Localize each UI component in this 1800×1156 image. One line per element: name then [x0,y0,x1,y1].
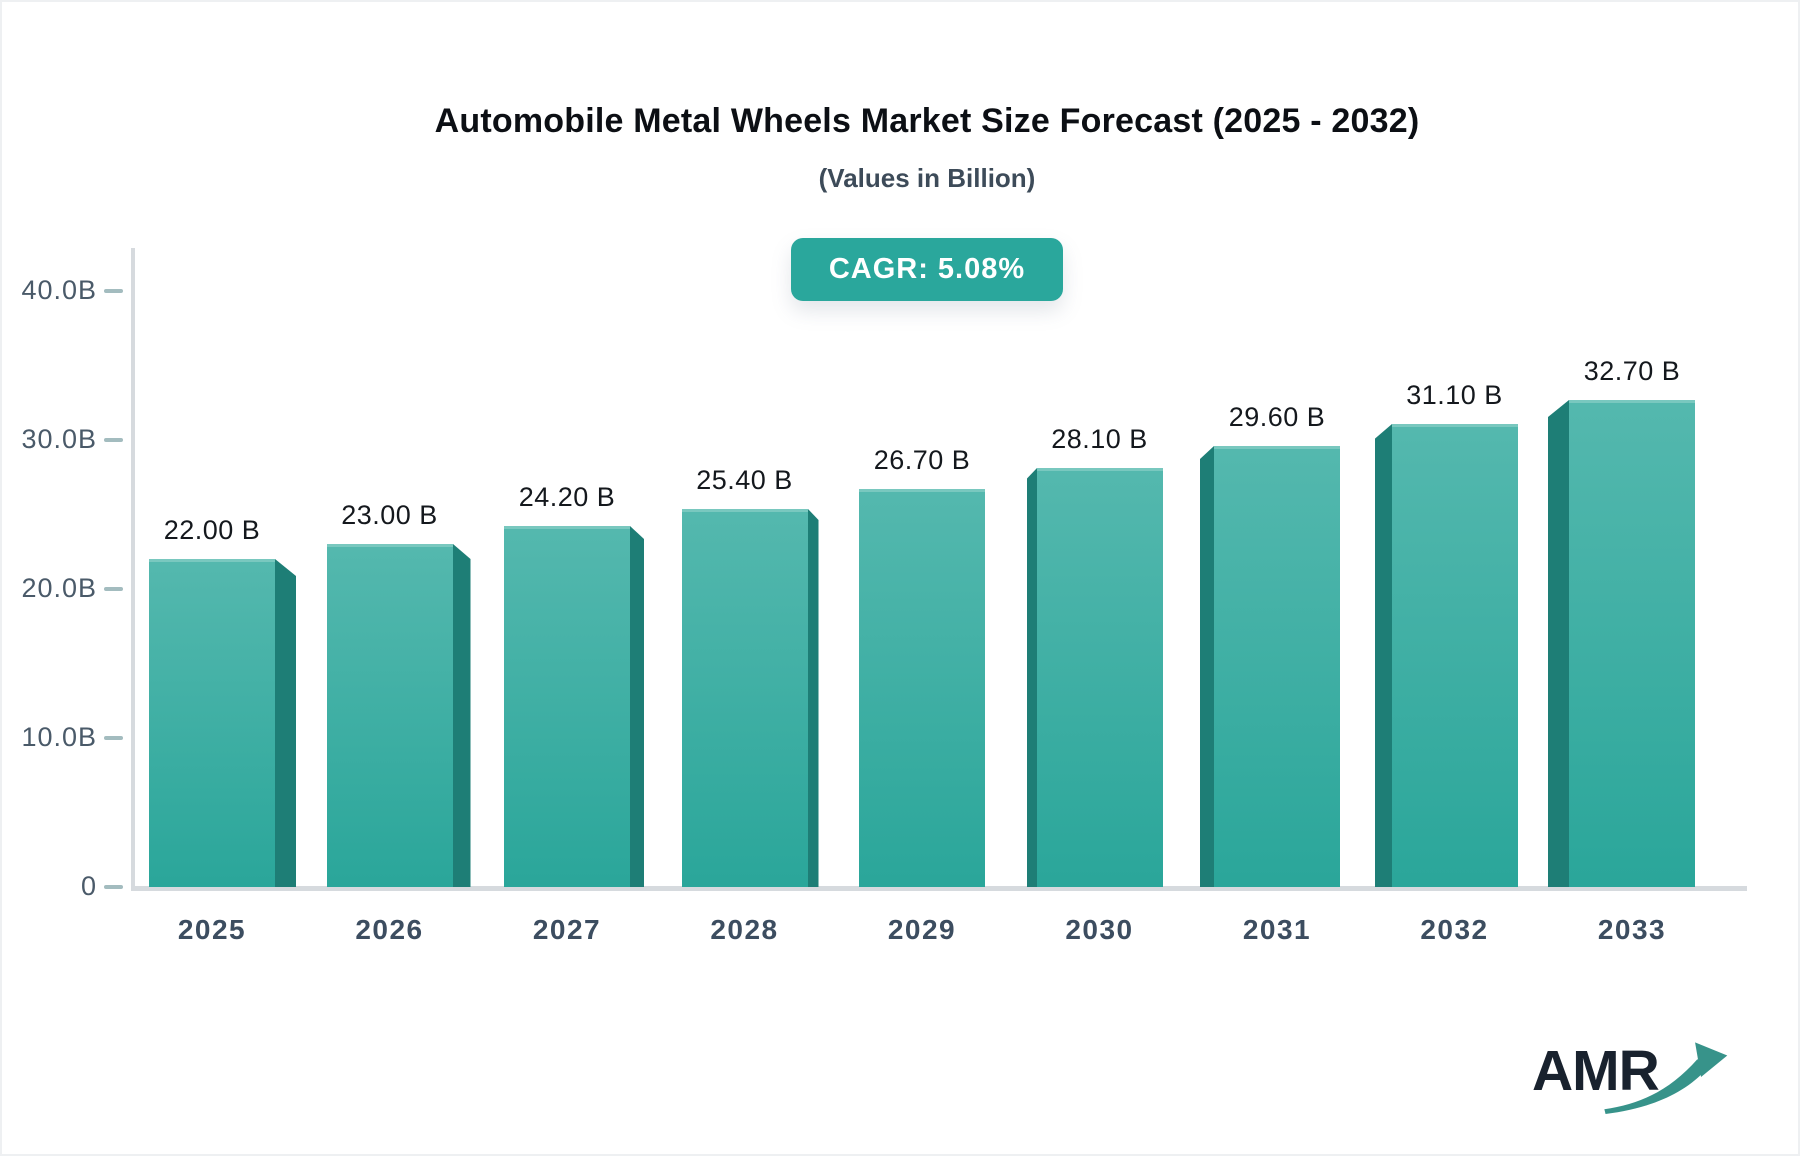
bar-value-label-2025: 22.00 B [163,515,261,545]
bar-2031 [1214,446,1340,887]
bar-side-2026 [453,544,471,887]
y-axis-line [131,248,135,888]
bar-value-label-2031: 29.60 B [1228,402,1326,432]
y-tick-mark-40.0B [104,289,123,293]
bar-2029 [859,489,985,887]
y-tick-label-20.0B: 20.0B [21,573,97,603]
y-tick-label-30.0B: 30.0B [21,424,97,454]
bar-side-2027 [630,526,644,887]
bar-value-label-2032: 31.10 B [1406,380,1503,410]
y-tick-mark-30.0B [104,438,123,442]
bar-2028 [682,509,808,887]
x-axis-line [131,886,1747,891]
x-axis-label-2026: 2026 [355,914,424,945]
x-axis-label-2031: 2031 [1242,914,1312,945]
bar-2027 [504,526,630,887]
bar-2030 [1037,468,1163,887]
chart-title: Automobile Metal Wheels Market Size Fore… [434,102,1420,140]
x-axis-label-2025: 2025 [177,914,247,945]
cagr-badge: CAGR: 5.08% [790,238,1064,301]
chart-subtitle: (Values in Billion) [818,163,1036,193]
x-axis-label-2029: 2029 [887,914,957,945]
bar-value-label-2033: 32.70 B [1583,356,1681,386]
bar-side-2025 [275,559,296,887]
bar-2026 [327,544,453,887]
y-tick-mark-0 [104,885,123,889]
amr-logo-text: AMR [1532,1039,1660,1103]
y-tick-mark-10.0B [104,736,123,740]
amr-logo: AMR [1532,1038,1742,1118]
bar-2033 [1569,400,1695,887]
bar-side-2030 [1026,468,1037,887]
chart-header: Automobile Metal Wheels Market Size Fore… [52,2,1798,301]
x-axis-label-2027: 2027 [532,914,602,945]
x-axis-label-2032: 2032 [1420,914,1489,945]
bar-value-label-2026: 23.00 B [341,500,438,530]
y-tick-label-0: 0 [80,871,97,901]
y-tick-label-10.0B: 10.0B [21,722,97,752]
bar-value-label-2029: 26.70 B [873,445,971,475]
bar-side-2031 [1200,446,1214,887]
y-tick-mark-20.0B [104,587,123,591]
bar-value-label-2030: 28.10 B [1051,424,1148,454]
x-axis-label-2028: 2028 [710,914,779,945]
bar-side-2033 [1548,400,1569,887]
bar-value-label-2028: 25.40 B [696,465,793,495]
x-axis-label-2030: 2030 [1065,914,1134,945]
bar-side-2028 [808,509,819,887]
bar-side-2032 [1374,424,1392,887]
bar-2025 [149,559,275,887]
bar-2032 [1392,424,1518,887]
y-tick-label-40.0B: 40.0B [21,275,97,305]
growth-arrow-icon [1604,1042,1728,1114]
bar-value-label-2027: 24.20 B [518,482,616,512]
x-axis-label-2033: 2033 [1597,914,1667,945]
